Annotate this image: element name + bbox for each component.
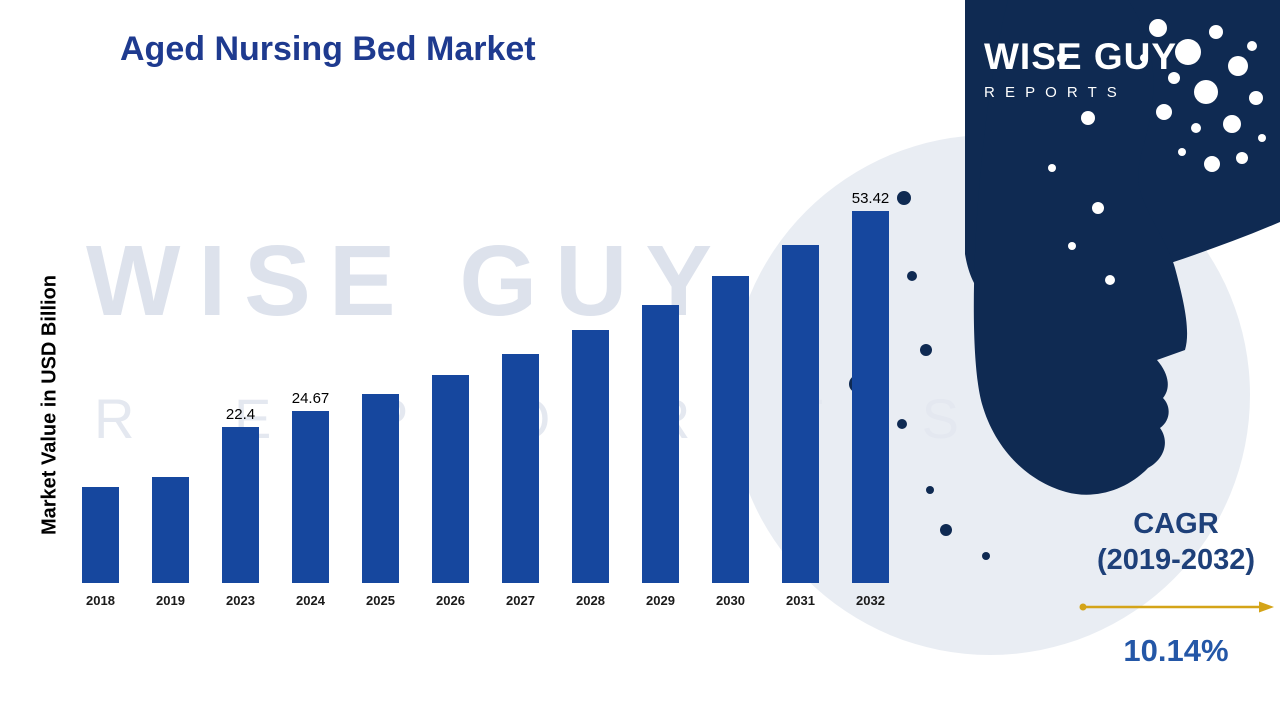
x-tick-label: 2029 bbox=[646, 593, 675, 608]
bar-value-label: 53.42 bbox=[851, 190, 890, 207]
bar bbox=[502, 353, 539, 583]
bar-column: 24.67 bbox=[292, 390, 329, 583]
cagr-value: 10.14% bbox=[1123, 633, 1229, 668]
bar-column bbox=[712, 276, 749, 583]
cagr-label: CAGR bbox=[1133, 508, 1219, 540]
bar-column bbox=[572, 330, 609, 583]
x-tick-label: 2031 bbox=[786, 593, 815, 608]
bar-value-label: 24.67 bbox=[291, 390, 330, 408]
bar-column: 53.42 bbox=[852, 190, 889, 583]
bar bbox=[82, 486, 119, 583]
bar bbox=[782, 245, 819, 583]
bars: 22.4 24.67 53.42 bbox=[82, 190, 892, 583]
x-tick-label: 2019 bbox=[156, 593, 185, 608]
bar-value-label: 22.4 bbox=[225, 406, 256, 423]
bar bbox=[642, 304, 679, 583]
x-tick-label: 2018 bbox=[86, 593, 115, 608]
bar bbox=[432, 374, 469, 583]
x-tick-label: 2023 bbox=[226, 593, 255, 608]
face-profile bbox=[973, 0, 1188, 495]
brand-logo-name: WISE GUY bbox=[984, 36, 1178, 77]
cagr-block: CAGR (2019-2032) 10.14% bbox=[1078, 506, 1274, 669]
bar-column bbox=[362, 393, 399, 583]
x-tick-label: 2026 bbox=[436, 593, 465, 608]
brand-logo-subtitle: R E P O R T S bbox=[984, 84, 1120, 101]
x-tick-label: 2032 bbox=[856, 593, 885, 608]
x-axis: 2018 2019 2023 2024 2025 2026 2027 2028 2029 2030… bbox=[82, 593, 892, 608]
bar bbox=[712, 276, 749, 583]
x-tick-label: 2027 bbox=[506, 593, 535, 608]
bar bbox=[572, 330, 609, 583]
x-tick-label: 2028 bbox=[576, 593, 605, 608]
page-title: Aged Nursing Bed Market bbox=[120, 30, 536, 68]
bar-column bbox=[152, 477, 189, 583]
y-axis-label: Market Value in USD Billion bbox=[38, 274, 61, 536]
x-tick-label: 2024 bbox=[296, 593, 325, 608]
bar-column bbox=[82, 486, 119, 583]
bar bbox=[222, 427, 259, 583]
halftone-dots-white bbox=[1048, 19, 1266, 285]
bar-column: 22.4 bbox=[222, 406, 259, 583]
bar-column bbox=[432, 374, 469, 583]
x-tick-label: 2025 bbox=[366, 593, 395, 608]
bar bbox=[152, 477, 189, 583]
bar bbox=[362, 393, 399, 583]
cagr-range: (2019-2032) bbox=[1097, 544, 1255, 576]
bar-column bbox=[782, 245, 819, 583]
x-tick-label: 2030 bbox=[716, 593, 745, 608]
bar-column bbox=[502, 353, 539, 583]
bar bbox=[852, 211, 889, 583]
brand-logo: WISE GUY R E P O R T S bbox=[984, 36, 1177, 101]
watermark-line1: WISE GUY bbox=[86, 225, 731, 337]
bar-column bbox=[642, 304, 679, 583]
bar bbox=[292, 411, 329, 583]
cagr-arrow-icon bbox=[1079, 601, 1274, 613]
